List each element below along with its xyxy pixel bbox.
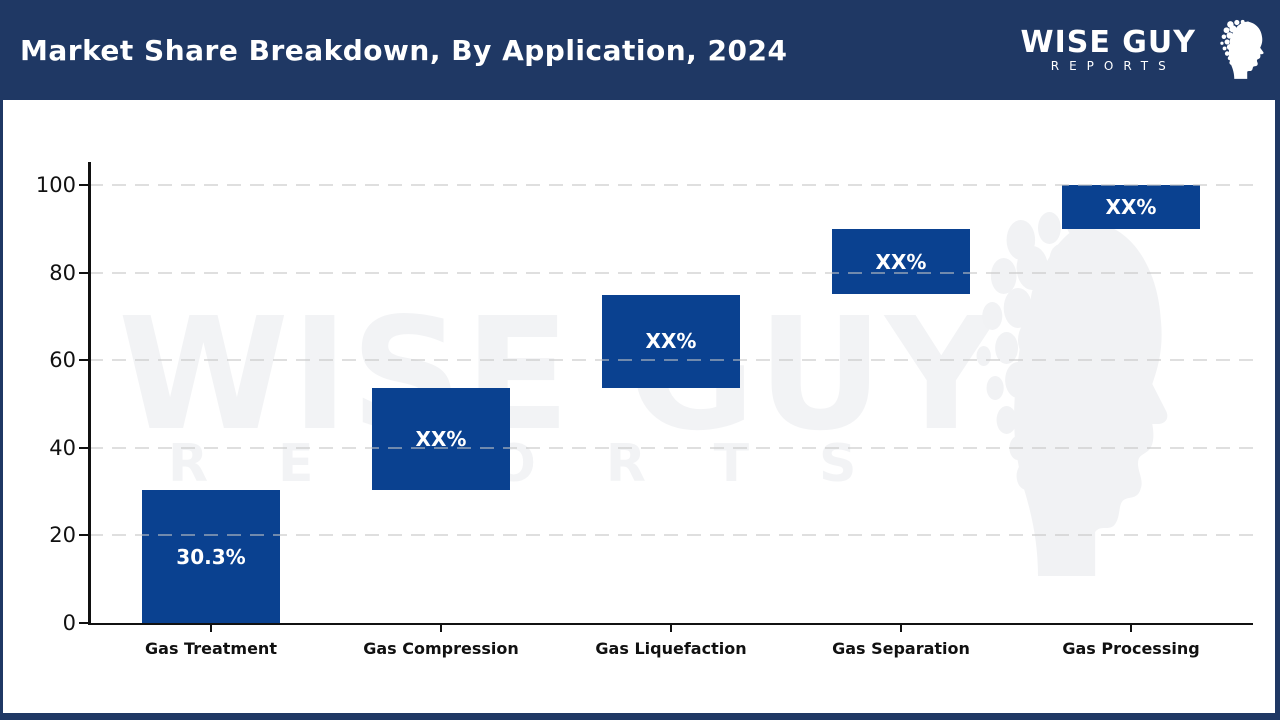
- bar-gas-liquefaction: [602, 294, 740, 388]
- y-tick-label-40: 40: [49, 435, 76, 460]
- x-tick-1: [210, 625, 212, 632]
- watermark-text-line1: WISE GUY: [118, 284, 1000, 465]
- bar-gas-separation: [832, 228, 970, 295]
- x-tick-5: [1130, 625, 1132, 632]
- y-tick-label-20: 20: [49, 523, 76, 548]
- y-tick-label-80: 80: [49, 260, 76, 285]
- y-tick-20: [79, 534, 88, 537]
- y-tick-40: [79, 446, 88, 449]
- y-tick-80: [79, 271, 88, 274]
- x-tick-label-1: Gas Treatment: [145, 639, 277, 658]
- x-tick-label-3: Gas Liquefaction: [595, 639, 747, 658]
- left-border: [0, 100, 3, 720]
- page-title: Market Share Breakdown, By Application, …: [20, 33, 788, 67]
- y-tick-100: [79, 184, 88, 186]
- logo-text: WISE GUY REPORTS: [1020, 27, 1196, 73]
- logo-wordmark: WISE GUY: [1020, 25, 1196, 61]
- right-border: [1275, 100, 1280, 720]
- face-logo-icon: [1220, 19, 1264, 79]
- bottom-border: [0, 713, 1280, 720]
- x-tick-2: [440, 625, 442, 632]
- watermark-text-line2: REPORTS: [168, 434, 927, 494]
- header-bar: Market Share Breakdown, By Application, …: [0, 0, 1280, 100]
- x-axis-line: [88, 622, 1253, 625]
- y-tick-label-60: 60: [49, 348, 76, 373]
- y-tick-label-0: 0: [62, 611, 76, 635]
- x-tick-3: [670, 625, 672, 632]
- chart-area: WISE GUY REPORTS 30.3% XX% XX% XX% XX% 0 20 40 6…: [0, 100, 1280, 720]
- y-axis-line: [88, 162, 91, 625]
- y-tick-label-100: 100: [35, 173, 76, 197]
- logo-subtitle: REPORTS: [1050, 58, 1176, 73]
- x-tick-4: [900, 625, 902, 632]
- x-tick-label-5: Gas Processing: [1062, 639, 1200, 658]
- bar-gas-treatment: [142, 490, 280, 623]
- bar-gas-processing: [1062, 185, 1200, 229]
- x-tick-label-4: Gas Separation: [832, 639, 970, 658]
- wise-guy-reports-logo: WISE GUY REPORTS: [1020, 19, 1280, 81]
- y-tick-0: [79, 622, 88, 624]
- y-tick-60: [79, 359, 88, 362]
- x-tick-label-2: Gas Compression: [363, 639, 519, 658]
- bar-gas-compression: [372, 387, 510, 491]
